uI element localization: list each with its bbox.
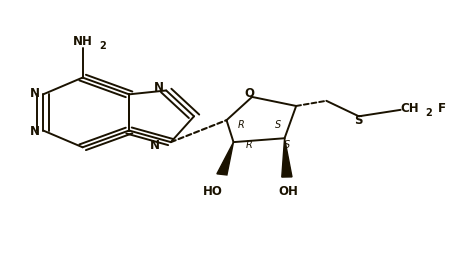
Text: N: N — [30, 87, 40, 100]
Text: OH: OH — [278, 185, 298, 198]
Polygon shape — [282, 138, 292, 177]
Text: O: O — [245, 87, 255, 99]
Text: S: S — [276, 120, 282, 130]
Text: N: N — [154, 81, 164, 94]
Text: R: R — [238, 120, 245, 130]
Text: N: N — [149, 139, 160, 152]
Text: R: R — [246, 140, 252, 150]
Text: NH: NH — [73, 35, 92, 48]
Text: S: S — [354, 114, 363, 127]
Text: HO: HO — [203, 185, 223, 198]
Text: CH: CH — [401, 102, 419, 115]
Text: 2: 2 — [425, 108, 432, 118]
Text: S: S — [284, 140, 290, 150]
Text: N: N — [30, 124, 40, 138]
Text: F: F — [438, 102, 446, 115]
Polygon shape — [217, 142, 234, 175]
Text: 2: 2 — [99, 41, 106, 51]
